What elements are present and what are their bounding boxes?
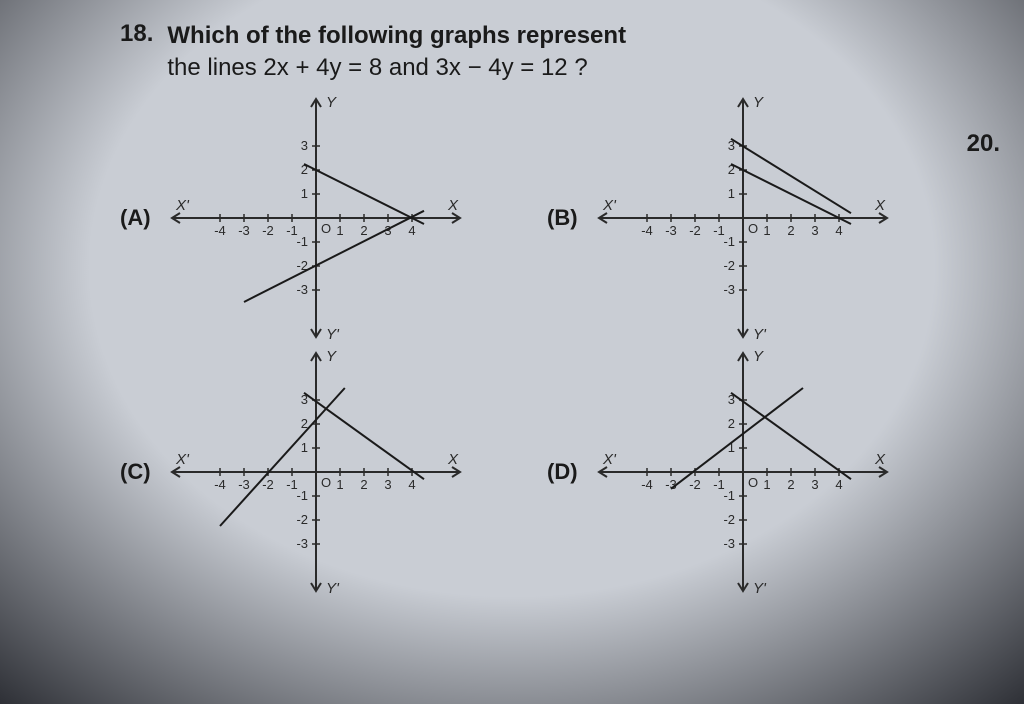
svg-text:-3: -3: [296, 536, 308, 551]
svg-text:3: 3: [384, 477, 391, 492]
svg-text:X': X': [175, 197, 190, 214]
svg-text:1: 1: [336, 477, 343, 492]
svg-text:O: O: [748, 475, 758, 490]
svg-text:2: 2: [787, 477, 794, 492]
svg-text:Y: Y: [753, 348, 764, 365]
option-a: (A) -4-3-2-11234123-1-2-3YY'X'XO: [120, 93, 517, 343]
svg-text:X: X: [447, 451, 459, 468]
svg-text:4: 4: [835, 223, 842, 238]
svg-text:3: 3: [811, 223, 818, 238]
option-b: (B) -4-3-2-11234123-1-2-3YY'X'XO: [547, 93, 944, 343]
svg-text:X: X: [447, 197, 459, 214]
svg-text:Y': Y': [326, 580, 340, 597]
option-b-label: (B): [547, 205, 587, 231]
svg-text:X': X': [602, 197, 617, 214]
svg-text:1: 1: [336, 223, 343, 238]
svg-text:-2: -2: [262, 477, 274, 492]
svg-text:-4: -4: [214, 477, 226, 492]
svg-text:-2: -2: [723, 258, 735, 273]
question-text-line2: the lines 2x + 4y = 8 and 3x − 4y = 12 ?: [167, 54, 587, 81]
svg-text:4: 4: [835, 477, 842, 492]
question-number: 18.: [120, 20, 153, 48]
svg-text:Y': Y': [326, 326, 340, 343]
svg-text:1: 1: [763, 223, 770, 238]
svg-text:O: O: [321, 475, 331, 490]
svg-text:4: 4: [408, 477, 415, 492]
svg-text:-2: -2: [689, 477, 701, 492]
option-a-graph: -4-3-2-11234123-1-2-3YY'X'XO: [166, 93, 466, 343]
svg-text:3: 3: [811, 477, 818, 492]
svg-text:-4: -4: [641, 223, 653, 238]
option-d-label: (D): [547, 459, 587, 485]
option-d: (D) -4-3-2-11234123-1-2-3YY'X'XO: [547, 347, 944, 597]
svg-text:-3: -3: [723, 536, 735, 551]
svg-text:-2: -2: [689, 223, 701, 238]
svg-text:1: 1: [728, 186, 735, 201]
option-c-label: (C): [120, 459, 160, 485]
svg-text:Y: Y: [326, 94, 337, 111]
svg-text:1: 1: [763, 477, 770, 492]
svg-text:X': X': [602, 451, 617, 468]
svg-text:2: 2: [360, 477, 367, 492]
svg-text:-3: -3: [296, 282, 308, 297]
svg-text:1: 1: [301, 440, 308, 455]
svg-text:-3: -3: [238, 477, 250, 492]
svg-text:-3: -3: [665, 223, 677, 238]
question-text: Which of the following graphs represent …: [167, 20, 626, 85]
svg-text:3: 3: [301, 138, 308, 153]
question-text-line1: Which of the following graphs represent: [167, 22, 626, 49]
svg-text:X: X: [874, 197, 886, 214]
svg-text:4: 4: [408, 223, 415, 238]
svg-text:-1: -1: [296, 234, 308, 249]
option-c: (C) -4-3-2-11234123-1-2-3YY'X'XO: [120, 347, 517, 597]
options-grid: (A) -4-3-2-11234123-1-2-3YY'X'XO (B) -4-…: [120, 93, 944, 597]
svg-text:-1: -1: [296, 488, 308, 503]
svg-text:-1: -1: [723, 234, 735, 249]
svg-text:-4: -4: [641, 477, 653, 492]
side-question-number: 20.: [967, 130, 1000, 158]
svg-text:-3: -3: [723, 282, 735, 297]
svg-text:-3: -3: [238, 223, 250, 238]
svg-text:Y: Y: [326, 348, 337, 365]
svg-text:Y': Y': [753, 326, 767, 343]
svg-text:O: O: [321, 221, 331, 236]
svg-text:Y': Y': [753, 580, 767, 597]
svg-text:X': X': [175, 451, 190, 468]
svg-text:O: O: [748, 221, 758, 236]
svg-text:-2: -2: [296, 512, 308, 527]
svg-text:2: 2: [728, 416, 735, 431]
svg-text:-1: -1: [723, 488, 735, 503]
svg-text:Y: Y: [753, 94, 764, 111]
svg-text:-2: -2: [723, 512, 735, 527]
option-c-graph: -4-3-2-11234123-1-2-3YY'X'XO: [166, 347, 466, 597]
svg-text:-4: -4: [214, 223, 226, 238]
question-header: 18. Which of the following graphs repres…: [120, 20, 944, 85]
svg-text:X: X: [874, 451, 886, 468]
svg-text:2: 2: [787, 223, 794, 238]
option-a-label: (A): [120, 205, 160, 231]
option-d-graph: -4-3-2-11234123-1-2-3YY'X'XO: [593, 347, 893, 597]
svg-text:2: 2: [360, 223, 367, 238]
svg-text:1: 1: [301, 186, 308, 201]
svg-text:-2: -2: [262, 223, 274, 238]
option-b-graph: -4-3-2-11234123-1-2-3YY'X'XO: [593, 93, 893, 343]
